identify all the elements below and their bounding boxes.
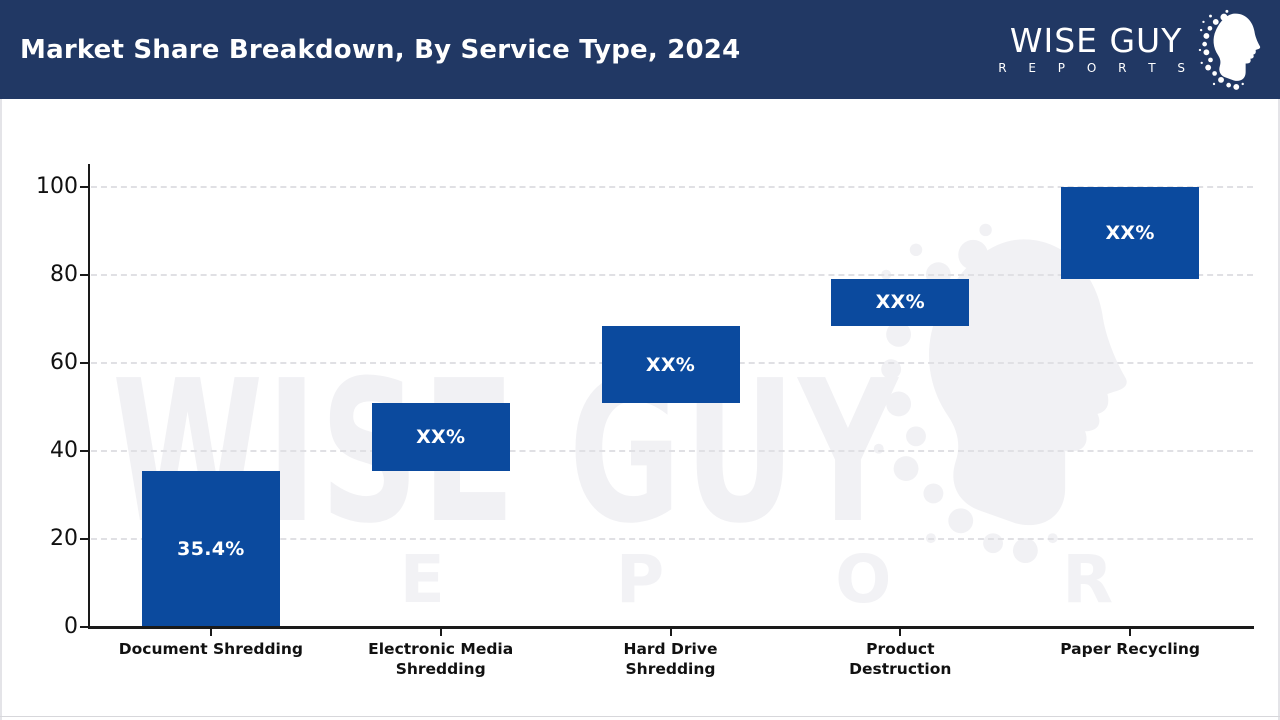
x-tick-mark	[209, 629, 212, 636]
gridline-40	[91, 450, 1253, 452]
y-tick-label: 80	[50, 262, 78, 287]
x-tick-mark	[669, 629, 672, 636]
bar-product-destruction: XX%	[831, 279, 970, 326]
bar-value-label: XX%	[875, 291, 925, 314]
y-tick-label: 100	[36, 174, 78, 199]
header-bar: Market Share Breakdown, By Service Type,…	[0, 0, 1280, 99]
bar-value-label: XX%	[1105, 222, 1155, 245]
bar-document-shredding: 35.4%	[141, 471, 280, 627]
y-tick-label: 60	[50, 350, 78, 375]
gridline-80	[91, 274, 1253, 276]
bar-paper-recycling: XX%	[1061, 187, 1200, 280]
footer-divider	[0, 716, 1280, 717]
brand-wordmark: WISE GUY R E P O R T S	[998, 20, 1194, 76]
brand-logo: WISE GUY R E P O R T S	[998, 9, 1266, 91]
x-axis-line	[88, 626, 1254, 629]
y-tick-mark	[80, 450, 89, 452]
y-axis-line	[88, 164, 90, 629]
y-tick-mark	[80, 626, 89, 628]
y-tick-mark	[80, 362, 89, 364]
x-category-label: Paper Recycling	[1060, 640, 1200, 658]
watermark-reports-text: R E P O R T S	[178, 541, 1280, 618]
bar-hard-drive-shredding: XX%	[601, 325, 740, 404]
x-category-label: Electronic Media Shredding	[368, 640, 514, 678]
y-tick-label: 20	[50, 526, 78, 551]
bar-value-label: XX%	[416, 426, 466, 449]
head-profile-icon	[1198, 9, 1261, 90]
gridline-100	[91, 186, 1253, 188]
x-tick-mark	[899, 629, 902, 636]
page-title: Market Share Breakdown, By Service Type,…	[20, 34, 741, 65]
x-tick-mark	[1129, 629, 1132, 636]
x-category-label: Document Shredding	[118, 640, 303, 658]
right-border	[1278, 99, 1280, 720]
x-category-label: Hard Drive Shredding	[623, 640, 718, 678]
brand-name: WISE GUY	[1009, 20, 1183, 60]
y-tick-label: 40	[50, 438, 78, 463]
y-tick-mark	[80, 538, 89, 540]
bar-electronic-media-shredding: XX%	[371, 403, 510, 472]
bar-value-label: XX%	[645, 353, 696, 376]
y-tick-label: 0	[64, 614, 78, 639]
left-border	[0, 99, 2, 720]
bar-value-label: 35.4%	[177, 538, 245, 561]
y-tick-mark	[80, 274, 89, 276]
gridline-20	[91, 538, 1253, 540]
y-tick-mark	[80, 186, 89, 188]
x-tick-mark	[439, 629, 442, 636]
x-category-label: Product Destruction	[849, 640, 952, 678]
brand-subtitle: R E P O R T S	[998, 60, 1194, 75]
